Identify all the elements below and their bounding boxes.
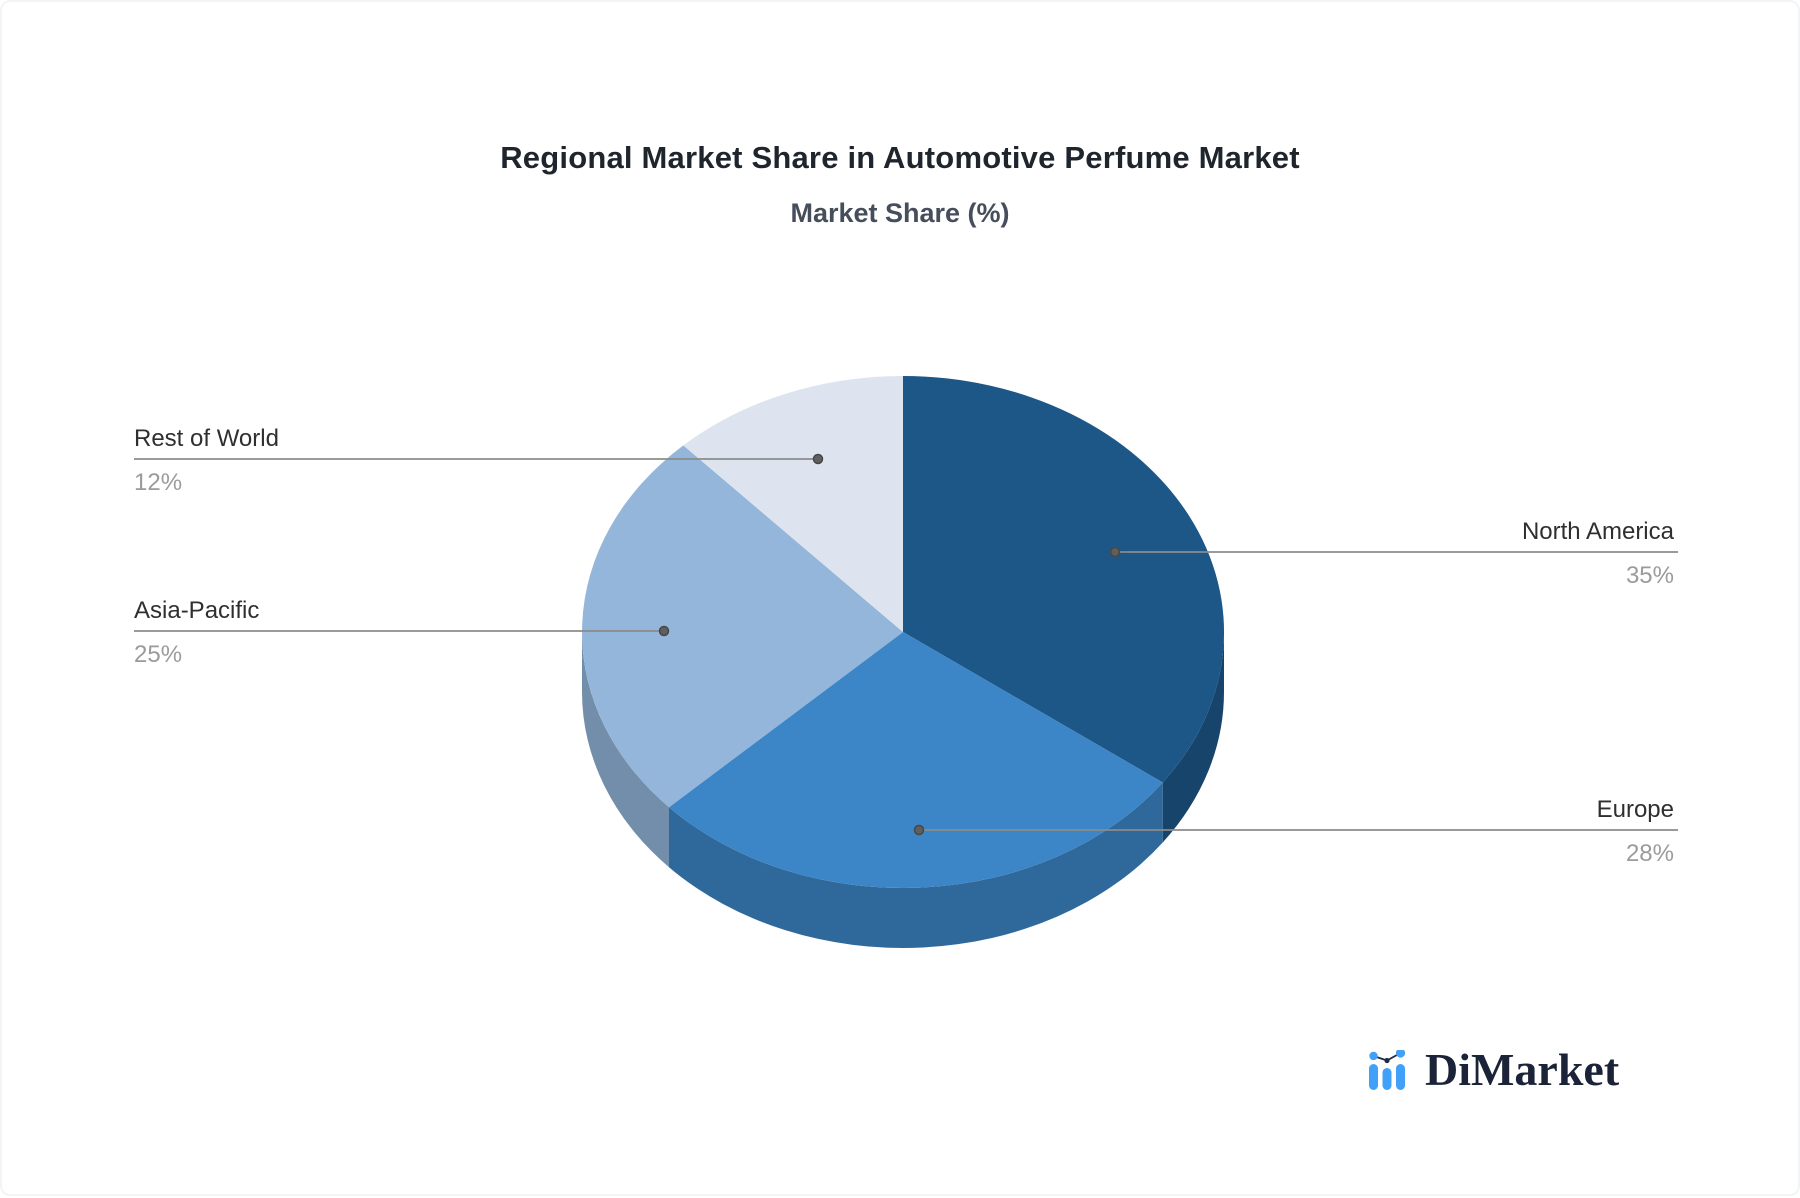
slice-value-rest-of-world: 12%	[134, 469, 183, 496]
chart-subtitle: Market Share (%)	[790, 198, 1010, 228]
leader-dot-europe	[913, 824, 925, 836]
chart-title: Regional Market Share in Automotive Perf…	[500, 140, 1300, 175]
brand-name: DiMarket	[1425, 1044, 1620, 1095]
brand-logo: DiMarket	[1368, 1040, 1620, 1095]
leader-dot-rest-of-world	[812, 453, 824, 465]
pie-slice-north-america	[903, 376, 1225, 783]
slice-label-asia-pacific: Asia-Pacific	[134, 597, 260, 624]
pie-slice-europe	[669, 632, 1163, 888]
slice-label-north-america: North America	[1521, 518, 1674, 545]
slice-value-asia-pacific: 25%	[134, 641, 183, 668]
leader-dot-asia-pacific	[658, 625, 670, 637]
slice-value-north-america: 35%	[1625, 562, 1674, 589]
bar-line-chart-icon	[1369, 1050, 1406, 1090]
slice-value-europe: 28%	[1625, 840, 1674, 867]
pie-slice-rest-of-world	[683, 376, 903, 632]
pie-slice-side-europe	[669, 782, 1163, 948]
leader-dot-north-america	[1109, 546, 1121, 558]
pie-slice-asia-pacific	[582, 445, 903, 808]
slice-label-europe: Europe	[1596, 796, 1674, 823]
pie-slice-side-north-america	[1162, 632, 1224, 843]
pie-slice-side-asia-pacific	[582, 632, 669, 868]
slice-label-rest-of-world: Rest of World	[134, 425, 279, 452]
